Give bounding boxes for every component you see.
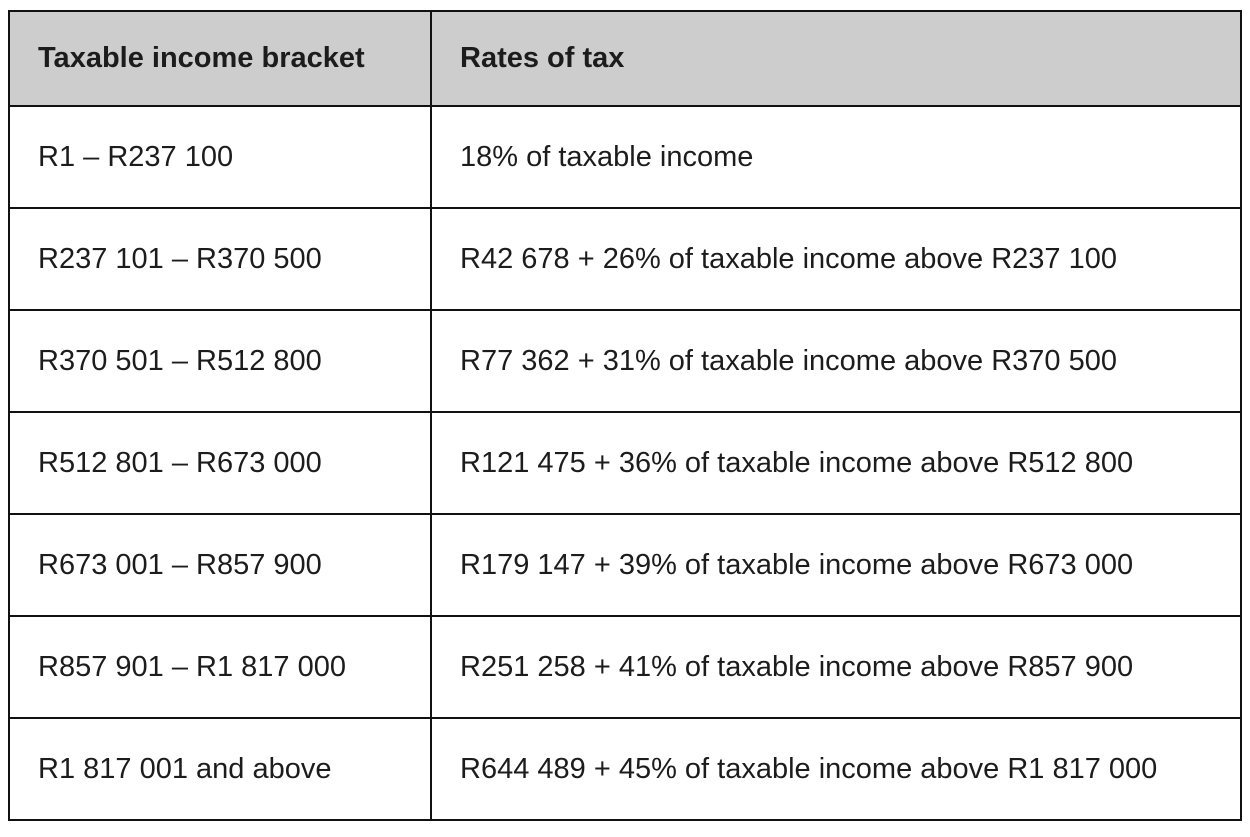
rate-cell: R644 489 + 45% of taxable income above R…: [430, 717, 1242, 821]
bracket-cell: R1 817 001 and above: [8, 717, 432, 821]
table-body: R1 – R237 100 18% of taxable income R237…: [8, 105, 1242, 821]
bracket-cell: R512 801 – R673 000: [8, 411, 432, 515]
tax-bracket-table: Taxable income bracket Rates of tax R1 –…: [8, 10, 1242, 821]
table-row: R512 801 – R673 000 R121 475 + 36% of ta…: [8, 411, 1242, 515]
bracket-cell: R673 001 – R857 900: [8, 513, 432, 617]
header-row: Taxable income bracket Rates of tax: [8, 10, 1242, 107]
table-row: R1 817 001 and above R644 489 + 45% of t…: [8, 717, 1242, 821]
header-taxable-income-bracket: Taxable income bracket: [8, 10, 432, 107]
table-row: R237 101 – R370 500 R42 678 + 26% of tax…: [8, 207, 1242, 311]
bracket-cell: R237 101 – R370 500: [8, 207, 432, 311]
rate-cell: R179 147 + 39% of taxable income above R…: [430, 513, 1242, 617]
table-row: R857 901 – R1 817 000 R251 258 + 41% of …: [8, 615, 1242, 719]
header-rates-of-tax: Rates of tax: [430, 10, 1242, 107]
rate-cell: R251 258 + 41% of taxable income above R…: [430, 615, 1242, 719]
rate-cell: R42 678 + 26% of taxable income above R2…: [430, 207, 1242, 311]
bracket-cell: R857 901 – R1 817 000: [8, 615, 432, 719]
rate-cell: R77 362 + 31% of taxable income above R3…: [430, 309, 1242, 413]
table-row: R1 – R237 100 18% of taxable income: [8, 105, 1242, 209]
rate-cell: 18% of taxable income: [430, 105, 1242, 209]
table-header: Taxable income bracket Rates of tax: [8, 10, 1242, 107]
bracket-cell: R1 – R237 100: [8, 105, 432, 209]
table-row: R370 501 – R512 800 R77 362 + 31% of tax…: [8, 309, 1242, 413]
table-row: R673 001 – R857 900 R179 147 + 39% of ta…: [8, 513, 1242, 617]
rate-cell: R121 475 + 36% of taxable income above R…: [430, 411, 1242, 515]
bracket-cell: R370 501 – R512 800: [8, 309, 432, 413]
